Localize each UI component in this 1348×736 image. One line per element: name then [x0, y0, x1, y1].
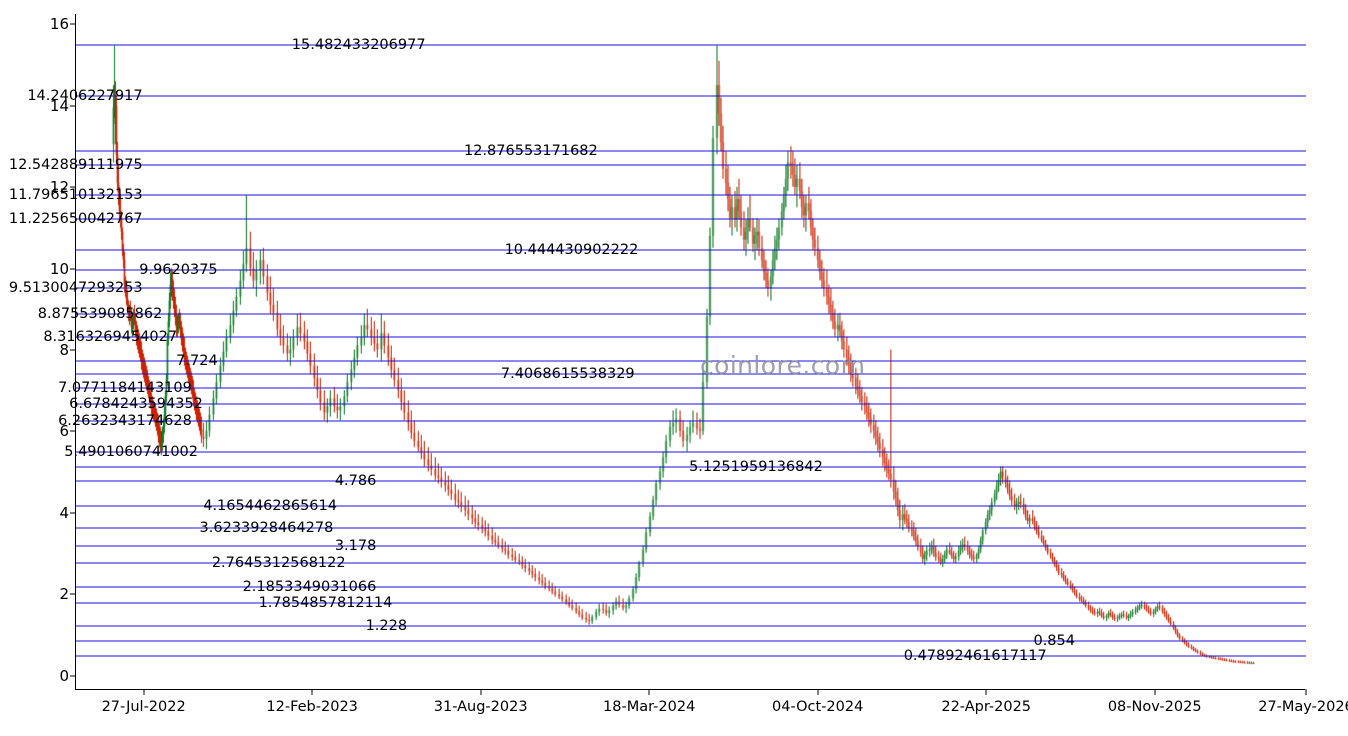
level-line — [76, 420, 1306, 422]
level-line — [76, 403, 1306, 405]
y-axis-tick-label: 8 — [59, 340, 69, 359]
x-axis-tick-label: 08-Nov-2025 — [1107, 699, 1202, 715]
level-line — [76, 387, 1306, 389]
level-label: 12.542889111975 — [8, 156, 143, 173]
y-axis-tick-label: 14 — [49, 96, 69, 115]
level-line — [76, 640, 1306, 642]
y-axis-tick-label: 10 — [49, 259, 69, 278]
candlestick-series — [76, 14, 1305, 689]
y-axis-tick-label: 16 — [49, 15, 69, 34]
level-label: 8.875539085862 — [37, 306, 163, 323]
y-axis-tick-label: 2 — [59, 585, 69, 604]
x-axis-tick-label: 04-Oct-2024 — [772, 699, 864, 715]
x-axis-tick-label: 22-Apr-2025 — [941, 699, 1032, 715]
x-axis-tick-mark — [1305, 689, 1307, 695]
x-axis-tick-label: 31-Aug-2023 — [433, 699, 528, 715]
level-line — [76, 466, 1306, 468]
level-label: 5.1251959136842 — [689, 458, 823, 475]
plot-area: 15.482433206977 14.2406227917 12.876553171… — [9, 14, 1348, 715]
level-label: 9.5130047293253 — [8, 280, 143, 297]
level-label: 3.6233928464278 — [199, 519, 334, 536]
y-axis-tick-mark — [70, 593, 76, 595]
level-label: 6.6784243594352 — [69, 395, 203, 412]
level-label: 4.786 — [334, 472, 377, 489]
level-line — [76, 95, 1306, 97]
level-label: 14.2406227917 — [27, 87, 143, 104]
level-line — [76, 360, 1306, 362]
y-axis-tick-mark — [70, 430, 76, 432]
level-label: 11.225650042767 — [8, 210, 143, 227]
level-label: 3.178 — [334, 538, 377, 555]
level-label: 0.47892461617117 — [903, 647, 1047, 664]
x-axis-tick-label: 27-Jul-2022 — [101, 699, 186, 715]
level-label: 9.9620375 — [139, 261, 218, 278]
level-label: 0.854 — [1033, 632, 1075, 649]
y-axis-tick-label: 12 — [49, 178, 69, 197]
x-axis-tick-label: 12-Feb-2023 — [266, 699, 358, 715]
watermark: coinlore.com — [700, 351, 866, 380]
x-axis-tick-mark — [143, 689, 145, 695]
level-line — [76, 586, 1306, 588]
level-label: 4.1654462865614 — [203, 497, 337, 514]
y-axis-tick-label: 6 — [59, 422, 69, 441]
x-axis-tick-mark — [817, 689, 819, 695]
level-line — [76, 625, 1306, 627]
level-label: 12.876553171682 — [463, 143, 598, 160]
level-line — [76, 545, 1306, 547]
level-label: 1.228 — [365, 617, 408, 634]
level-line — [76, 44, 1306, 46]
y-axis-tick-mark — [70, 23, 76, 25]
level-line — [76, 562, 1306, 564]
level-line — [76, 505, 1306, 507]
level-label: 8.3163269454027 — [43, 328, 178, 345]
level-line — [76, 287, 1306, 289]
level-line — [76, 480, 1306, 482]
level-line — [76, 269, 1306, 271]
level-line — [76, 451, 1306, 453]
level-label: 2.7645312568122 — [211, 554, 346, 571]
level-line — [76, 602, 1306, 604]
level-line — [76, 194, 1306, 196]
level-label: 7.4068615538329 — [500, 365, 635, 382]
level-line — [76, 164, 1306, 166]
level-label: 10.444430902222 — [504, 242, 639, 259]
level-label: 5.4901060741002 — [64, 443, 198, 460]
x-axis-tick-label: 18-Mar-2024 — [603, 699, 696, 715]
x-axis-tick-mark — [480, 689, 482, 695]
level-line — [76, 336, 1306, 338]
y-axis-tick-label: 4 — [59, 503, 69, 522]
level-label: 11.796510132153 — [8, 187, 143, 204]
level-line — [76, 249, 1306, 251]
y-axis-tick-label: 0 — [59, 666, 69, 685]
x-axis-tick-mark — [985, 689, 987, 695]
x-axis-tick-mark — [648, 689, 650, 695]
level-line — [76, 313, 1306, 315]
level-line — [76, 527, 1306, 529]
y-axis-tick-mark — [70, 349, 76, 351]
y-axis-tick-mark — [70, 105, 76, 107]
y-axis-tick-mark — [70, 186, 76, 188]
x-axis-tick-mark — [311, 689, 313, 695]
level-label: 15.482433206977 — [291, 37, 426, 53]
level-line — [76, 150, 1306, 152]
y-axis-tick-mark — [70, 675, 76, 677]
level-label: 1.7854857812114 — [258, 594, 393, 611]
level-label: 7.0771184143109 — [58, 379, 192, 396]
level-label: 2.1853349031066 — [242, 578, 377, 595]
y-axis-tick-mark — [70, 512, 76, 514]
x-axis-tick-label: 27-May-2026 — [1258, 699, 1348, 715]
level-line — [76, 218, 1306, 220]
level-line — [76, 373, 1306, 375]
level-label: 7.724 — [176, 352, 218, 369]
level-line — [76, 655, 1306, 657]
y-axis-tick-mark — [70, 268, 76, 270]
level-label: 6.2632343174628 — [58, 412, 192, 429]
x-axis-tick-mark — [1154, 689, 1156, 695]
